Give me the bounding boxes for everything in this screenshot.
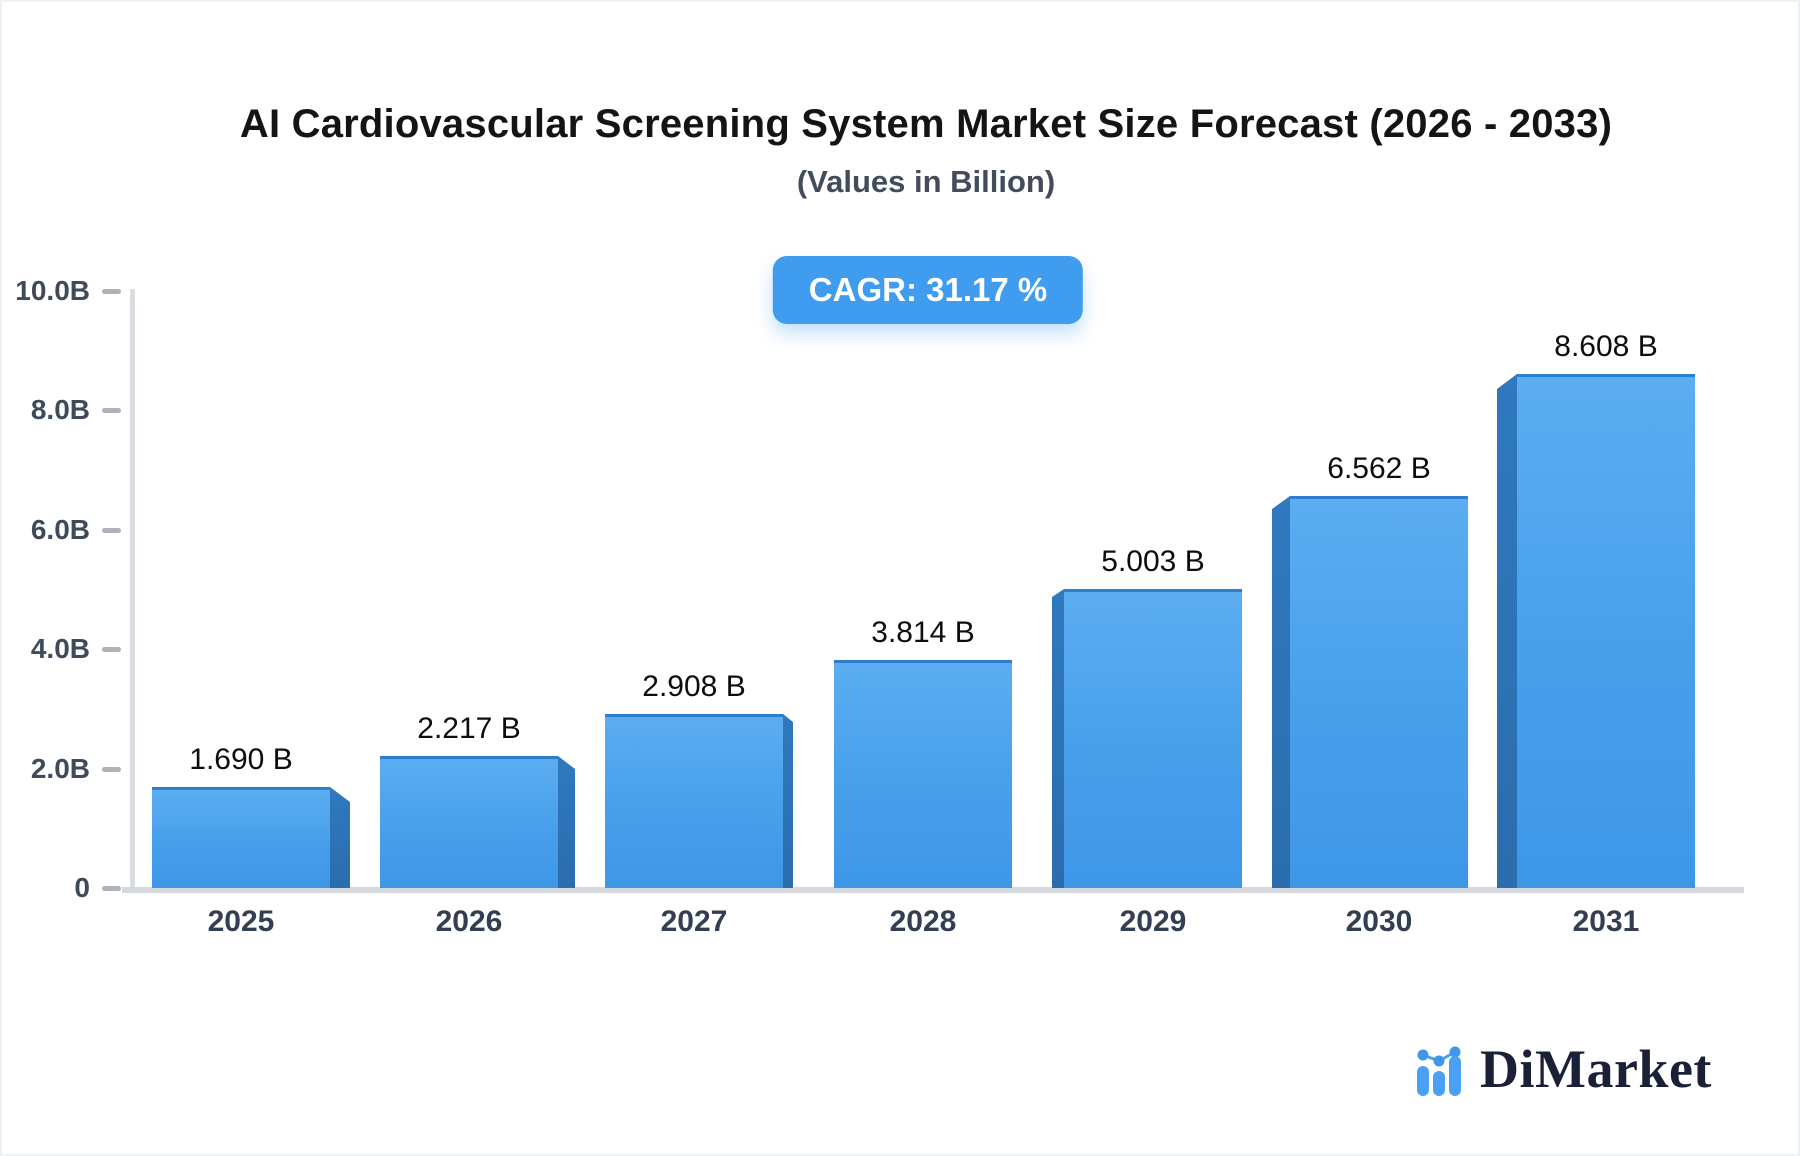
bar-side-face: [1272, 496, 1290, 888]
bar-value-label: 8.608 B: [1554, 330, 1658, 363]
y-axis-tick-label: 8.0B: [30, 394, 90, 425]
bar-value-label: 5.003 B: [1101, 545, 1205, 578]
y-axis-tick-label: 6.0B: [30, 514, 90, 545]
x-axis-label: 2027: [660, 905, 728, 938]
x-axis-label: 2030: [1345, 905, 1413, 938]
x-axis-line: [122, 887, 1744, 893]
chart-subtitle: (Values in Billion): [796, 164, 1056, 199]
bar-value-label: 2.908 B: [642, 670, 746, 703]
x-axis-label: 2025: [207, 905, 275, 938]
bar-value-label: 2.217 B: [417, 712, 521, 745]
bar-face: [380, 756, 558, 888]
bar-side-face: [783, 714, 793, 888]
y-axis-tick-label: 2.0B: [30, 753, 90, 784]
y-axis-tick: [102, 528, 121, 533]
bar-face: [152, 787, 330, 888]
bar-face: [1290, 496, 1468, 888]
bar-value-label: 1.690 B: [189, 743, 293, 776]
y-axis-tick-label: 0: [74, 872, 90, 903]
bar-face: [605, 714, 783, 888]
bar-face: [1517, 374, 1695, 888]
bar-side-face: [1497, 374, 1517, 888]
y-axis-tick: [102, 408, 121, 413]
y-axis-line: [130, 289, 135, 890]
y-axis-tick-label: 10.0B: [15, 275, 90, 306]
brand-logo: DiMarket: [1406, 1042, 1712, 1096]
y-axis-tick: [102, 647, 121, 652]
dimarket-logo-icon: [1417, 1046, 1461, 1096]
y-axis-tick: [102, 886, 121, 891]
chart-title: AI Cardiovascular Screening System Marke…: [239, 102, 1613, 146]
bar-face: [834, 660, 1012, 888]
y-axis-tick-label: 4.0B: [30, 633, 90, 664]
x-axis-label: 2028: [889, 905, 957, 938]
y-axis-tick: [102, 767, 121, 772]
brand-name: DiMarket: [1480, 1039, 1712, 1099]
cagr-badge: CAGR: 31.17 %: [772, 256, 1084, 324]
bar-value-label: 3.814 B: [871, 616, 975, 649]
bar-value-label: 6.562 B: [1327, 452, 1431, 485]
bar-face: [1064, 589, 1242, 888]
x-axis-label: 2026: [435, 905, 503, 938]
bar-side-face: [558, 756, 575, 888]
x-axis-label: 2031: [1572, 905, 1640, 938]
bar-side-face: [330, 787, 350, 888]
y-axis-tick: [102, 289, 121, 294]
x-axis-label: 2029: [1119, 905, 1187, 938]
bar-side-face: [1052, 589, 1064, 888]
